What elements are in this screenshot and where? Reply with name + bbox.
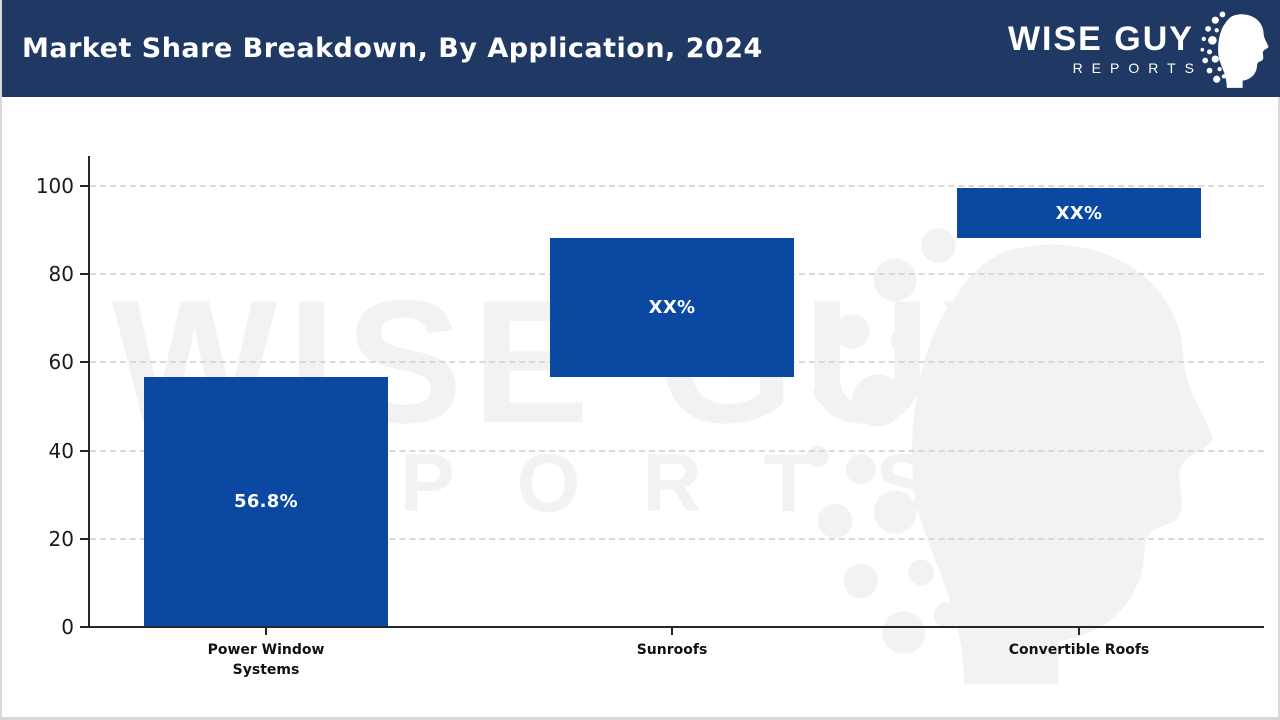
x-tick-mark [265,628,267,635]
bar-value-label: 56.8% [234,491,298,513]
logo-head-icon [1200,11,1269,88]
y-tick-label: 0 [61,615,74,639]
x-category-label: Convertible Roofs [1008,642,1150,658]
y-tick-mark [80,449,89,452]
x-tick-mark [671,628,673,635]
x-tick-mark [1078,628,1080,635]
y-tick-label: 40 [48,438,74,463]
y-tick-mark [80,626,89,628]
header-bar: Market Share Breakdown, By Application, … [2,0,1280,97]
y-tick-mark [80,185,89,187]
gridline-100 [90,185,1264,187]
x-category-label: Power Window Systems [207,642,325,679]
y-axis-line [88,156,90,628]
x-axis-line [88,626,1264,628]
gridline-40 [90,449,1264,452]
bar-value-label: XX% [1055,202,1103,224]
logo-wordmark: WISE GUY [1007,20,1194,58]
x-category-label: Sunroofs [636,642,708,658]
y-tick-label: 20 [48,526,74,551]
y-tick-mark [80,273,89,276]
y-tick-label: 100 [35,174,74,198]
y-tick-mark [80,361,89,364]
bar-value-label: XX% [648,296,696,318]
brand-logo: WISE GUY REPORTS [1008,8,1270,90]
y-tick-label: 60 [48,350,74,375]
logo-subtitle: REPORTS [1072,60,1203,76]
chart-title: Market Share Breakdown, By Application, … [22,33,763,64]
y-tick-mark [80,537,89,540]
bar-3: XX% [957,188,1201,239]
bar-1: 56.8% [144,376,388,627]
y-tick-label: 80 [48,262,74,287]
gridline-20 [90,537,1264,540]
bar-2: XX% [550,238,794,377]
